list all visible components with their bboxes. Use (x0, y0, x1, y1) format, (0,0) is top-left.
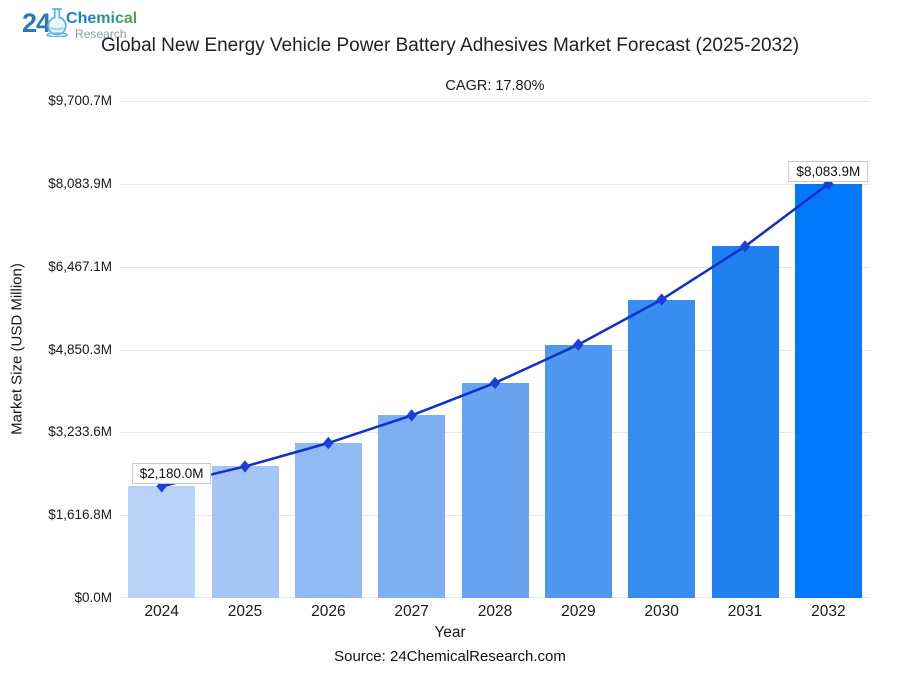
bar-2032 (794, 183, 862, 598)
bar-2024 (128, 486, 196, 598)
marker-2027 (406, 409, 417, 422)
gridline (120, 349, 870, 351)
bar-2027 (378, 415, 446, 598)
marker-2030 (656, 293, 667, 306)
logo-text: Chemical Research (66, 10, 137, 40)
x-axis-title: Year (434, 624, 466, 641)
data-label-2024: $2,180.0M (131, 463, 212, 485)
bar-2031 (711, 246, 779, 598)
gridline (120, 266, 870, 268)
marker-2031 (739, 240, 751, 253)
trend-line (161, 182, 830, 488)
marker-2026 (323, 436, 334, 450)
cagr-subtitle: CAGR: 17.80% (445, 78, 545, 94)
x-axis: 2024 2025 2026 2027 2028 2029 2030 2031 2032 (120, 603, 870, 623)
y-tick-label: $9,700.7M (48, 93, 112, 108)
gridline (120, 101, 870, 102)
logo-name-bottom: Research (75, 26, 127, 41)
marker-2029 (573, 338, 584, 351)
logo-name-top: Chemical (66, 10, 138, 27)
x-tick-label-2031: 2031 (727, 603, 763, 620)
y-tick-label: $4,850.3M (48, 341, 112, 357)
bar-2026 (294, 443, 362, 598)
bar-2029 (544, 344, 612, 598)
flask-icon (45, 7, 69, 42)
y-tick-label: $8,083.9M (48, 175, 112, 191)
bar-2030 (628, 299, 696, 598)
x-tick-label-2024: 2024 (144, 603, 179, 620)
x-tick-label-2027: 2027 (394, 603, 429, 620)
y-tick-label: $1,616.8M (48, 507, 112, 523)
gridline (120, 183, 870, 185)
chart-title: Global New Energy Vehicle Power Battery … (100, 35, 800, 56)
x-tick-label-2029: 2029 (561, 603, 596, 620)
x-tick-label-2028: 2028 (477, 603, 513, 620)
logo: 24 Chemical Research (22, 7, 137, 42)
bar-2028 (461, 382, 529, 598)
x-tick-label-2032: 2032 (811, 603, 846, 620)
y-tick-label: $3,233.6M (48, 424, 112, 440)
logo-number: 24 (22, 8, 51, 38)
bar-2025 (211, 466, 279, 598)
marker-2028 (489, 376, 501, 390)
trend-line-layer (156, 177, 834, 493)
plot-area: $2,180.0M $8,083.9M (120, 101, 870, 598)
y-axis: $0.0M $1,616.8M $3,233.6M $4,850.3M $6,467.1… (0, 93, 112, 605)
x-tick-label-2026: 2026 (311, 603, 346, 620)
x-tick-label-2030: 2030 (644, 603, 679, 620)
y-tick-label: $0.0M (74, 590, 112, 605)
marker-2025 (239, 460, 251, 473)
data-label-2032: $8,083.9M (788, 160, 869, 182)
y-tick-label: $6,467.1M (48, 258, 112, 274)
x-tick-label-2025: 2025 (227, 603, 263, 620)
source-note: Source: 24ChemicalResearch.com (334, 648, 566, 665)
marker-2032 (823, 177, 834, 191)
